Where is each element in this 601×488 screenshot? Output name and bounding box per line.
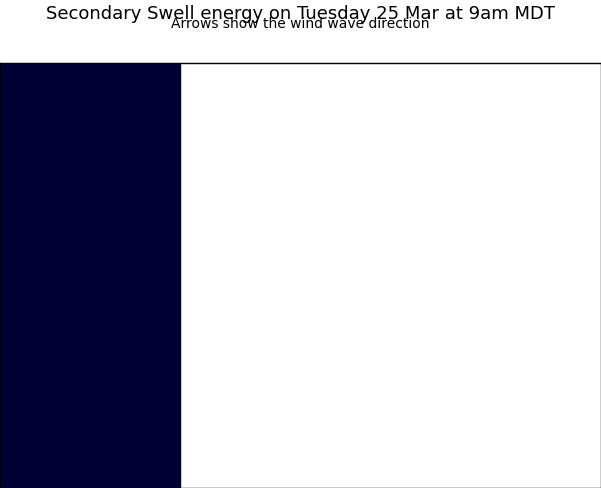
Bar <box>0 63 180 488</box>
Text: Secondary Swell energy on Tuesday 25 Mar at 9am MDT: Secondary Swell energy on Tuesday 25 Mar… <box>46 5 555 23</box>
Text: Arrows show the wind wave direction: Arrows show the wind wave direction <box>171 17 430 31</box>
